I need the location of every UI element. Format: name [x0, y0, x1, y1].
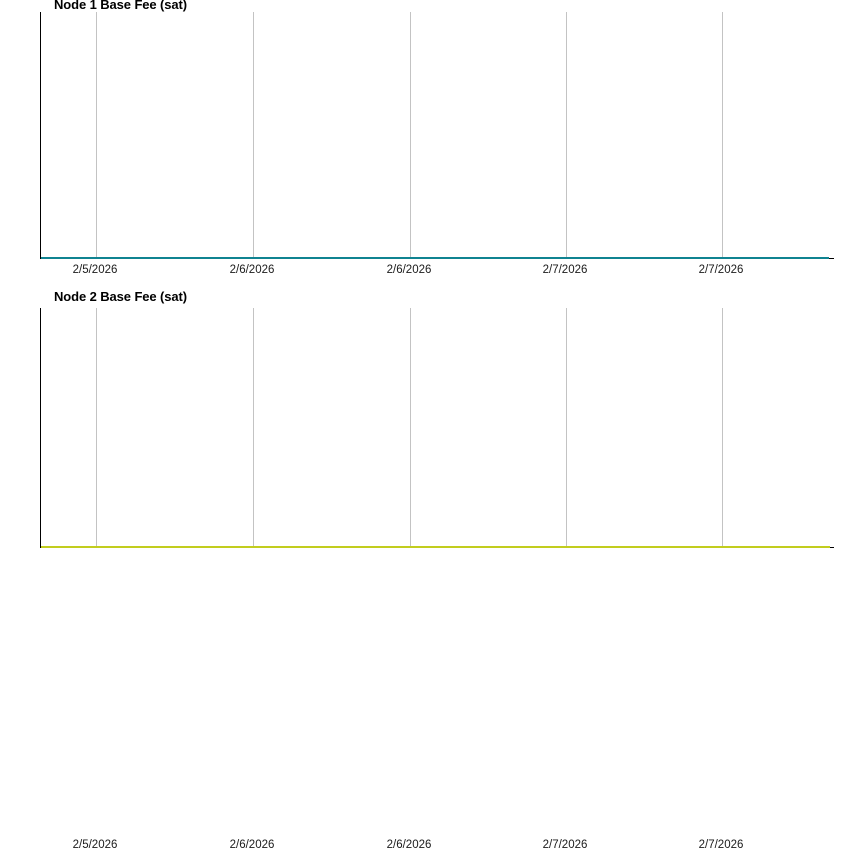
x-tick-label: 2/7/2026	[698, 264, 744, 276]
plot-area-node-1	[40, 12, 834, 259]
gridline-3	[410, 12, 411, 258]
x-tick-label: 2/7/2026	[542, 839, 588, 851]
x-tick-label: 2/6/2026	[229, 264, 275, 276]
chart-panel-node-2: Node 2 Base Fee (sat) 2/5/2026 2/6/2026 …	[0, 288, 860, 851]
gridline-1	[96, 12, 97, 258]
gridline-5	[722, 12, 723, 258]
x-tick-label: 2/6/2026	[229, 839, 275, 851]
x-tick-label: 2/6/2026	[386, 264, 432, 276]
chart-panel-node-1: Node 1 Base Fee (sat) 2/5/2026 2/6/2026 …	[0, 0, 860, 290]
plot-area-node-2	[40, 308, 834, 548]
x-tick-label: 2/7/2026	[542, 264, 588, 276]
x-axis-tick-labels-node-1: 2/5/2026 2/6/2026 2/6/2026 2/7/2026 2/7/…	[0, 263, 860, 279]
x-tick-label: 2/5/2026	[72, 264, 118, 276]
gridline-4	[566, 308, 567, 547]
x-tick-label: 2/7/2026	[698, 839, 744, 851]
x-axis-tick-labels-node-2: 2/5/2026 2/6/2026 2/6/2026 2/7/2026 2/7/…	[0, 838, 860, 854]
gridline-4	[566, 12, 567, 258]
chart-title-node-1: Node 1 Base Fee (sat)	[54, 0, 188, 12]
gridline-2	[253, 12, 254, 258]
x-tick-label: 2/5/2026	[72, 839, 118, 851]
series-line-node-2	[41, 546, 830, 548]
gridline-3	[410, 308, 411, 547]
x-tick-label: 2/6/2026	[386, 839, 432, 851]
chart-title-node-2: Node 2 Base Fee (sat)	[54, 289, 188, 304]
series-line-node-1	[41, 257, 829, 259]
gridline-1	[96, 308, 97, 547]
gridline-5	[722, 308, 723, 547]
gridline-2	[253, 308, 254, 547]
